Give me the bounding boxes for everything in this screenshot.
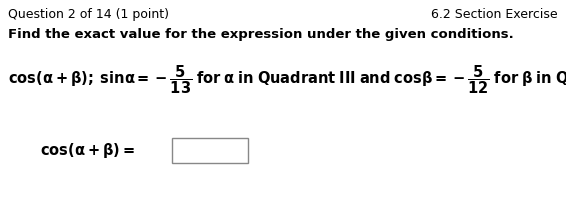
Bar	[172, 138, 248, 163]
Text: $\bf{cos}(\alpha + \beta);\; \bf{sin}\alpha = -\dfrac{5}{13}\; \bf{for}\; \alpha: $\bf{cos}(\alpha + \beta);\; \bf{sin}\al…	[8, 64, 566, 96]
Text: $\bf{cos}(\alpha + \beta) = $: $\bf{cos}(\alpha + \beta) = $	[40, 140, 135, 159]
Text: 6.2 Section Exercise: 6.2 Section Exercise	[431, 8, 558, 21]
Text: Question 2 of 14 (1 point): Question 2 of 14 (1 point)	[8, 8, 169, 21]
Text: Find the exact value for the expression under the given conditions.: Find the exact value for the expression …	[8, 28, 514, 41]
